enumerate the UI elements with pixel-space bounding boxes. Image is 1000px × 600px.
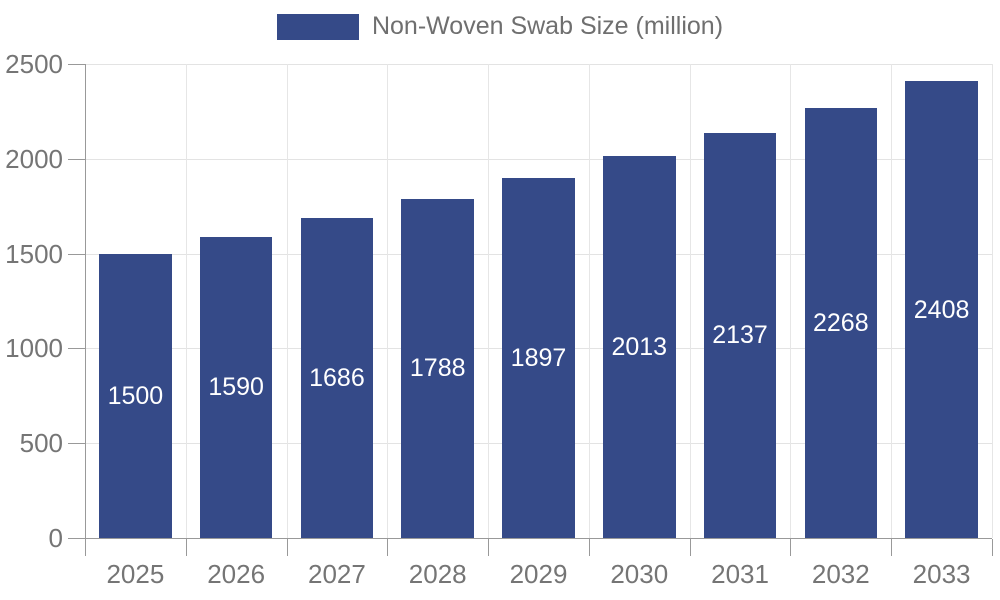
x-axis-tick-label: 2025 — [106, 559, 165, 589]
y-axis-tick-label: 1000 — [5, 333, 63, 364]
y-axis-tick-label: 2000 — [5, 143, 63, 174]
bar-2027[interactable] — [300, 218, 374, 538]
y-tick-mark — [68, 253, 85, 255]
x-axis-tick-label: 2026 — [207, 559, 266, 589]
bar-value-label: 2408 — [913, 295, 970, 324]
x-tick-mark — [790, 539, 792, 556]
x-tick-mark — [689, 539, 691, 556]
y-axis-tick-label: 500 — [19, 428, 63, 459]
y-axis-line — [85, 64, 86, 556]
plot-area: 0 500 1000 1500 2000 2500 1500 2025 1590 2026 1686… — [5, 49, 993, 589]
bar-value-label: 1897 — [510, 344, 567, 373]
bar-2029[interactable] — [502, 178, 575, 538]
bar-2028[interactable] — [401, 199, 474, 538]
x-tick-mark — [588, 539, 590, 556]
y-tick-mark — [68, 64, 85, 65]
gridline-vertical — [891, 64, 893, 538]
y-axis-tick-label: 2500 — [5, 49, 63, 79]
x-axis-tick-label: 2027 — [308, 559, 366, 589]
y-tick-mark — [68, 538, 85, 539]
gridline-vertical — [387, 64, 389, 538]
y-axis-tick-label: 0 — [48, 523, 63, 553]
legend[interactable]: Non-Woven Swab Size (million) — [0, 12, 1000, 41]
x-axis-tick-label: 2031 — [711, 559, 769, 589]
bar-value-label: 1590 — [208, 373, 264, 402]
y-tick-mark — [68, 348, 85, 350]
bar-2025[interactable] — [99, 253, 172, 538]
legend-swatch[interactable] — [276, 13, 359, 40]
gridline-horizontal — [85, 158, 992, 160]
x-axis-line — [85, 538, 992, 539]
bar-value-label: 2013 — [611, 333, 668, 362]
x-tick-mark — [387, 539, 389, 556]
bar-2026[interactable] — [199, 236, 273, 538]
x-axis-tick-label: 2030 — [610, 559, 669, 589]
gridline-horizontal — [85, 64, 992, 65]
x-axis-tick-label: 2029 — [509, 559, 568, 589]
gridline-vertical — [992, 64, 993, 538]
gridline-vertical — [488, 64, 490, 538]
y-axis-tick-label: 1500 — [5, 238, 63, 269]
x-tick-mark — [992, 539, 993, 556]
gridline-vertical — [286, 64, 288, 538]
gridline-vertical — [588, 64, 590, 538]
x-axis-tick-label: 2028 — [408, 559, 467, 589]
bar-2033[interactable] — [905, 81, 978, 538]
x-axis-tick-label: 2033 — [912, 559, 971, 589]
bar-2030[interactable] — [602, 156, 676, 538]
x-tick-mark — [488, 539, 490, 556]
legend-label: Non-Woven Swab Size (million) — [371, 12, 724, 40]
y-tick-mark — [68, 443, 85, 445]
x-axis-tick-label: 2032 — [811, 559, 870, 589]
bar-value-label: 1788 — [409, 354, 466, 383]
x-tick-mark — [891, 539, 893, 556]
bar-value-label: 2137 — [712, 321, 768, 350]
x-tick-mark — [185, 539, 187, 556]
gridline-vertical — [185, 64, 187, 538]
bar-2032[interactable] — [804, 108, 878, 538]
gridline-vertical — [689, 64, 691, 538]
bar-value-label: 1686 — [309, 364, 365, 393]
bar-2031[interactable] — [703, 132, 777, 538]
x-tick-mark — [286, 539, 288, 556]
gridline-vertical — [790, 64, 792, 538]
y-tick-mark — [68, 158, 85, 160]
bar-value-label: 2268 — [813, 308, 869, 337]
bar-value-label: 1500 — [107, 381, 164, 410]
